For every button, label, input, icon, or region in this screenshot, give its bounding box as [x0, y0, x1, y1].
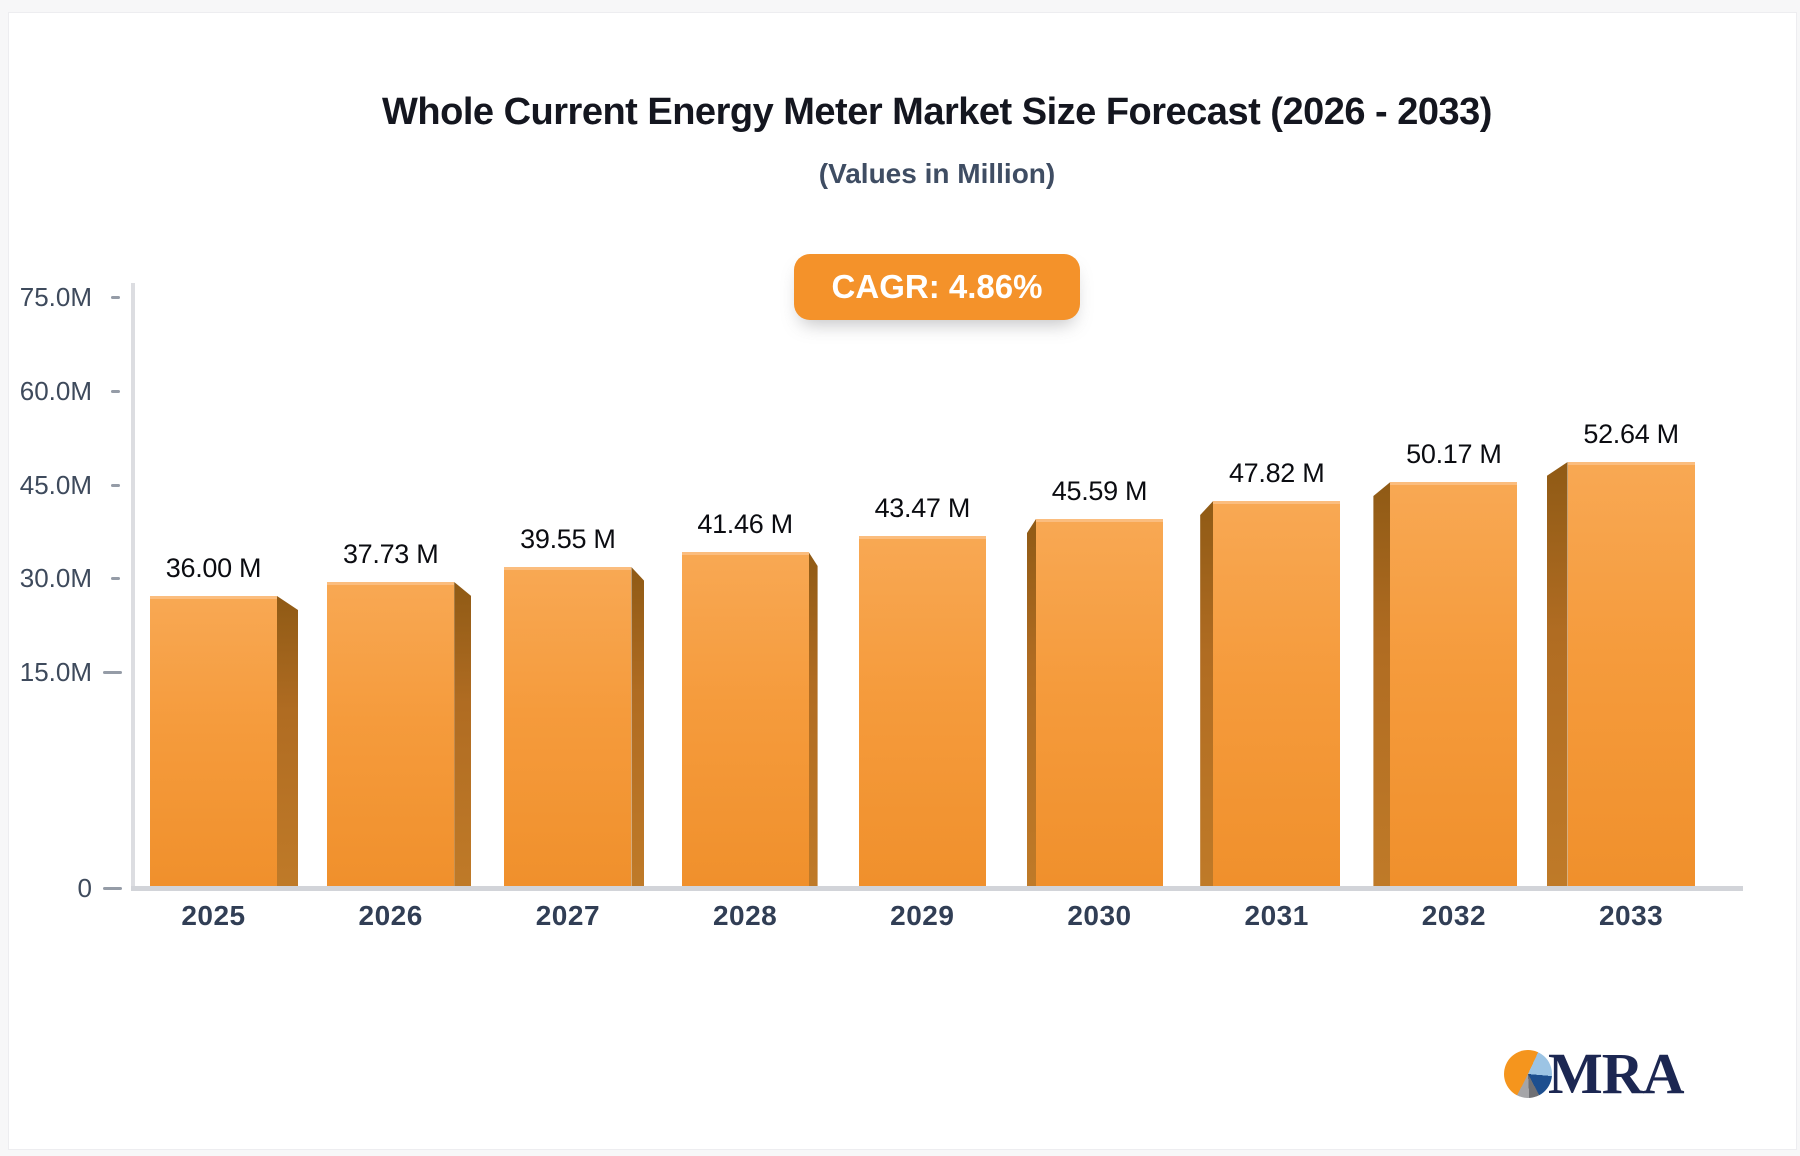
- bar: [504, 567, 632, 886]
- chart-header: Whole Current Energy Meter Market Size F…: [74, 88, 1800, 320]
- pie-chart-icon: [1504, 1049, 1552, 1098]
- bar-value-label: 36.00 M: [165, 553, 262, 583]
- x-axis-label: 2029: [890, 900, 955, 931]
- bar: [1390, 482, 1518, 886]
- bar-value-label: 50.17 M: [1406, 439, 1502, 469]
- bar: [1036, 519, 1163, 886]
- y-axis-label: 45.0M: [19, 470, 92, 500]
- bar: [681, 552, 809, 886]
- bar-value-label: 47.82 M: [1228, 458, 1325, 488]
- bar-value-label: 52.64 M: [1583, 419, 1679, 449]
- bar: [1567, 462, 1695, 886]
- cagr-badge: CAGR: 4.86%: [793, 254, 1081, 320]
- y-axis-tick: [111, 390, 120, 393]
- y-axis-line: [131, 283, 135, 891]
- bar-side-face: [1027, 519, 1036, 886]
- bar-side-face: [1373, 482, 1391, 886]
- x-axis-label: 2027: [535, 900, 601, 931]
- y-axis-tick: [111, 484, 120, 487]
- bar: [858, 536, 986, 886]
- y-axis-tick: [111, 296, 120, 299]
- x-axis-label: 2031: [1244, 900, 1309, 931]
- bar-side-face: [454, 582, 472, 886]
- logo-text: MRA: [1548, 1041, 1685, 1106]
- chart-title: Whole Current Energy Meter Market Size F…: [382, 91, 1492, 133]
- bar-value-label: 39.55 M: [520, 524, 616, 554]
- bar-value-label: 37.73 M: [342, 539, 439, 569]
- bar-value-label: 43.47 M: [874, 493, 971, 523]
- y-axis-label: 60.0M: [19, 376, 92, 406]
- mra-logo: MRA: [1504, 1040, 1685, 1107]
- x-axis-label: 2026: [358, 900, 423, 931]
- bar-value-label: 41.46 M: [697, 509, 793, 539]
- chart-subtitle: (Values in Million): [818, 158, 1056, 189]
- bar: [1213, 501, 1341, 886]
- bar-side-face: [1546, 462, 1568, 886]
- x-axis-label: 2028: [712, 900, 778, 931]
- bar-side-face: [277, 596, 298, 886]
- x-axis-label: 2025: [181, 900, 246, 931]
- bar-side-face: [1200, 501, 1214, 886]
- x-axis-label: 2033: [1598, 900, 1664, 931]
- y-axis-label: 0: [77, 873, 92, 903]
- x-axis-label: 2030: [1067, 900, 1132, 931]
- y-axis-label: 75.0M: [19, 282, 92, 312]
- bar: [150, 596, 277, 886]
- y-axis-tick: [103, 671, 122, 674]
- y-axis-label: 30.0M: [19, 563, 92, 593]
- bar-side-face: [631, 567, 645, 886]
- x-axis-label: 2032: [1421, 900, 1487, 931]
- bar-value-label: 45.59 M: [1051, 476, 1148, 506]
- x-axis-line: [131, 886, 1743, 891]
- y-axis-tick: [103, 887, 122, 890]
- y-axis-tick: [111, 577, 120, 580]
- bar-side-face: [808, 552, 818, 886]
- y-axis-label: 15.0M: [19, 657, 92, 687]
- bar: [327, 582, 455, 886]
